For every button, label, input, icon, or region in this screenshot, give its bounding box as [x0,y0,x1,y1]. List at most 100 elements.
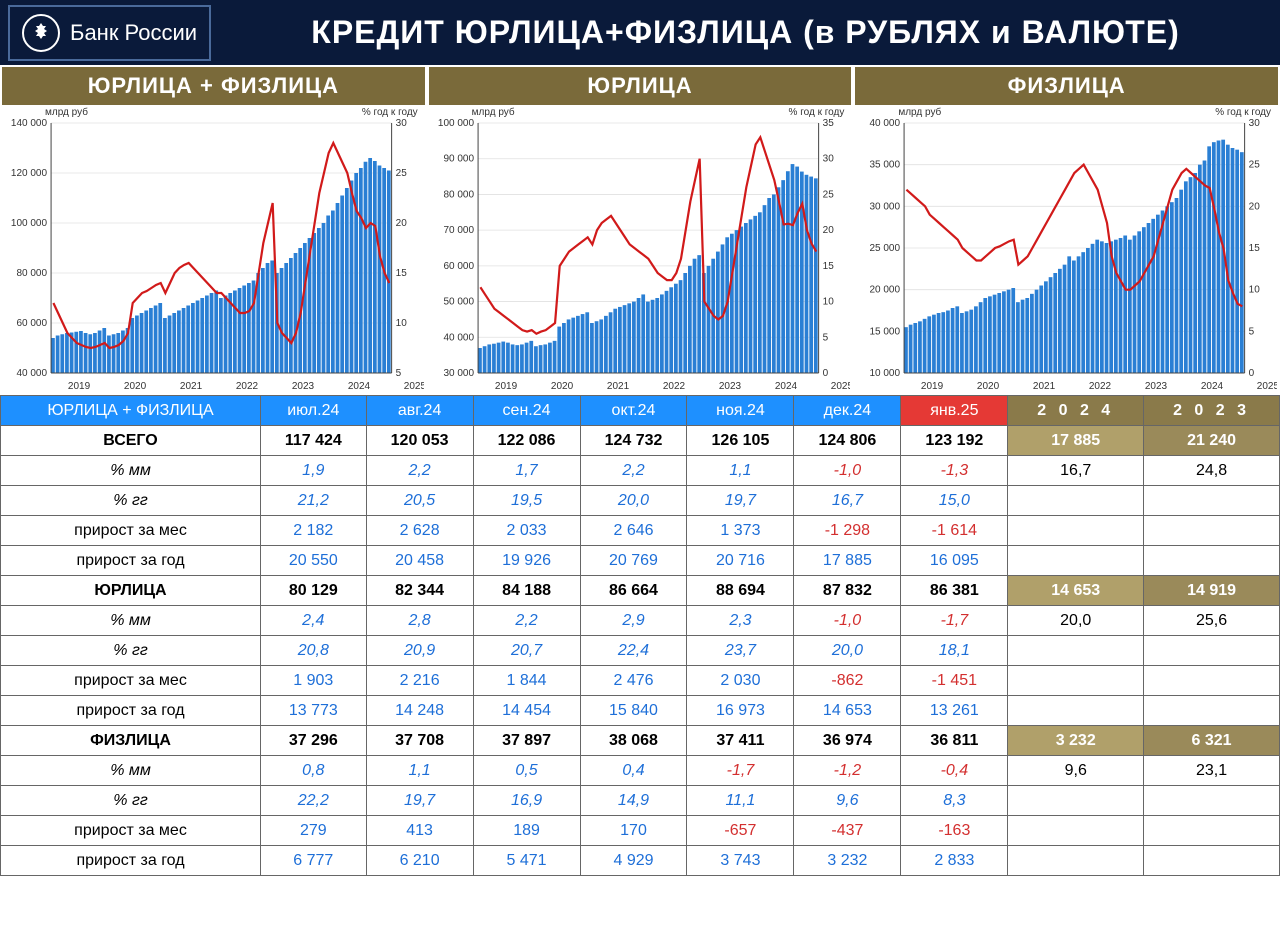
axis-label-right: % год к году [789,107,845,118]
col-month: июл.24 [261,396,367,426]
chart-panel: ЮРЛИЦА + ФИЗЛИЦАмлрд руб% год к году40 0… [2,67,425,395]
svg-text:5: 5 [1249,326,1255,337]
svg-text:2021: 2021 [607,381,630,392]
svg-text:140 000: 140 000 [11,118,48,129]
svg-text:15: 15 [396,268,408,279]
svg-text:2025: 2025 [1257,381,1277,392]
svg-text:2024: 2024 [1201,381,1224,392]
row-label: % мм [1,606,261,636]
table-cell: 84 188 [473,576,580,606]
svg-text:2020: 2020 [124,381,147,392]
svg-text:10 000: 10 000 [870,368,901,379]
table-cell: 23,7 [687,636,794,666]
table-cell: 15,0 [901,486,1008,516]
table-body: ВСЕГО117 424120 053122 086124 732126 105… [1,426,1280,876]
svg-text:2020: 2020 [977,381,1000,392]
table-cell [1144,516,1280,546]
svg-text:100 000: 100 000 [11,218,48,229]
year-cell: 21 240 [1144,426,1280,456]
table-cell: 9,6 [794,786,901,816]
table-cell [1144,636,1280,666]
table-row: % мм2,42,82,22,92,3-1,0-1,720,025,6 [1,606,1280,636]
table-cell: 2,4 [261,606,367,636]
table-cell: -1,7 [901,606,1008,636]
table-cell: 88 694 [687,576,794,606]
row-label: ЮРЛИЦА [1,576,261,606]
year-cell: 3 232 [1008,726,1144,756]
table-cell: 20,7 [473,636,580,666]
table-cell [1144,666,1280,696]
svg-text:5: 5 [822,332,828,343]
table-cell: 2,8 [366,606,473,636]
table-cell: 82 344 [366,576,473,606]
year-cell: 14 919 [1144,576,1280,606]
table-cell: -657 [687,816,794,846]
table-row: ФИЗЛИЦА37 29637 70837 89738 06837 41136 … [1,726,1280,756]
table-cell: 18,1 [901,636,1008,666]
svg-text:25: 25 [822,189,834,200]
row-label: прирост за мес [1,666,261,696]
table-cell: 1,1 [366,756,473,786]
col-month: авг.24 [366,396,473,426]
svg-text:30: 30 [396,118,408,129]
table-cell: 16,9 [473,786,580,816]
svg-text:80 000: 80 000 [443,189,474,200]
table-row: % гг20,820,920,722,423,720,018,1 [1,636,1280,666]
table-cell: 24,8 [1144,456,1280,486]
chart-panel: ЮРЛИЦАмлрд руб% год к году30 00040 00050… [429,67,852,395]
table-cell: 1,1 [687,456,794,486]
row-label: % гг [1,636,261,666]
table-row: прирост за год20 55020 45819 92620 76920… [1,546,1280,576]
svg-text:10: 10 [822,297,834,308]
svg-text:2019: 2019 [68,381,91,392]
svg-text:2024: 2024 [348,381,371,392]
table-cell: 87 832 [794,576,901,606]
table-cell [1144,696,1280,726]
table-cell [1008,816,1144,846]
table-cell: 0,8 [261,756,367,786]
page-title: КРЕДИТ ЮРЛИЦА+ФИЗЛИЦА (в РУБЛЯХ и ВАЛЮТЕ… [211,14,1280,51]
table-cell: 2 182 [261,516,367,546]
table-header-row: ЮРЛИЦА + ФИЗЛИЦА июл.24 авг.24 сен.24 ок… [1,396,1280,426]
table-cell: 38 068 [580,726,687,756]
table-row: % мм1,92,21,72,21,1-1,0-1,316,724,8 [1,456,1280,486]
table-cell: -1,0 [794,606,901,636]
row-label: прирост за мес [1,816,261,846]
svg-text:20: 20 [822,225,834,236]
table-cell: 1,7 [473,456,580,486]
table-cell: 2 476 [580,666,687,696]
table-cell [1144,816,1280,846]
svg-text:30: 30 [822,154,834,165]
table-cell: 19,5 [473,486,580,516]
row-label: % мм [1,756,261,786]
row-label: % гг [1,786,261,816]
year-cell: 6 321 [1144,726,1280,756]
row-label: прирост за год [1,546,261,576]
table-cell: 20,0 [794,636,901,666]
charts-row: ЮРЛИЦА + ФИЗЛИЦАмлрд руб% год к году40 0… [0,65,1280,395]
section-header: ЮРЛИЦА + ФИЗЛИЦА [1,396,261,426]
svg-text:30 000: 30 000 [870,201,901,212]
axis-label-right: % год к году [1215,107,1271,118]
table-cell [1008,516,1144,546]
table-cell: 16 973 [687,696,794,726]
table-cell: 37 411 [687,726,794,756]
table-cell: -437 [794,816,901,846]
table-cell: 120 053 [366,426,473,456]
svg-text:0: 0 [1249,368,1255,379]
table-cell: 15 840 [580,696,687,726]
table-cell: 37 708 [366,726,473,756]
chart-panel: ФИЗЛИЦАмлрд руб% год к году10 00015 0002… [855,67,1278,395]
svg-text:30: 30 [1249,118,1261,129]
table-cell [1008,486,1144,516]
table-cell: -0,4 [901,756,1008,786]
year-cell: 17 885 [1008,426,1144,456]
table-cell: 20 458 [366,546,473,576]
col-month: окт.24 [580,396,687,426]
svg-text:10: 10 [1249,285,1261,296]
table-cell: -1 298 [794,516,901,546]
svg-text:15 000: 15 000 [870,326,901,337]
table-cell: -1 614 [901,516,1008,546]
table-cell: 14,9 [580,786,687,816]
svg-text:2025: 2025 [830,381,850,392]
